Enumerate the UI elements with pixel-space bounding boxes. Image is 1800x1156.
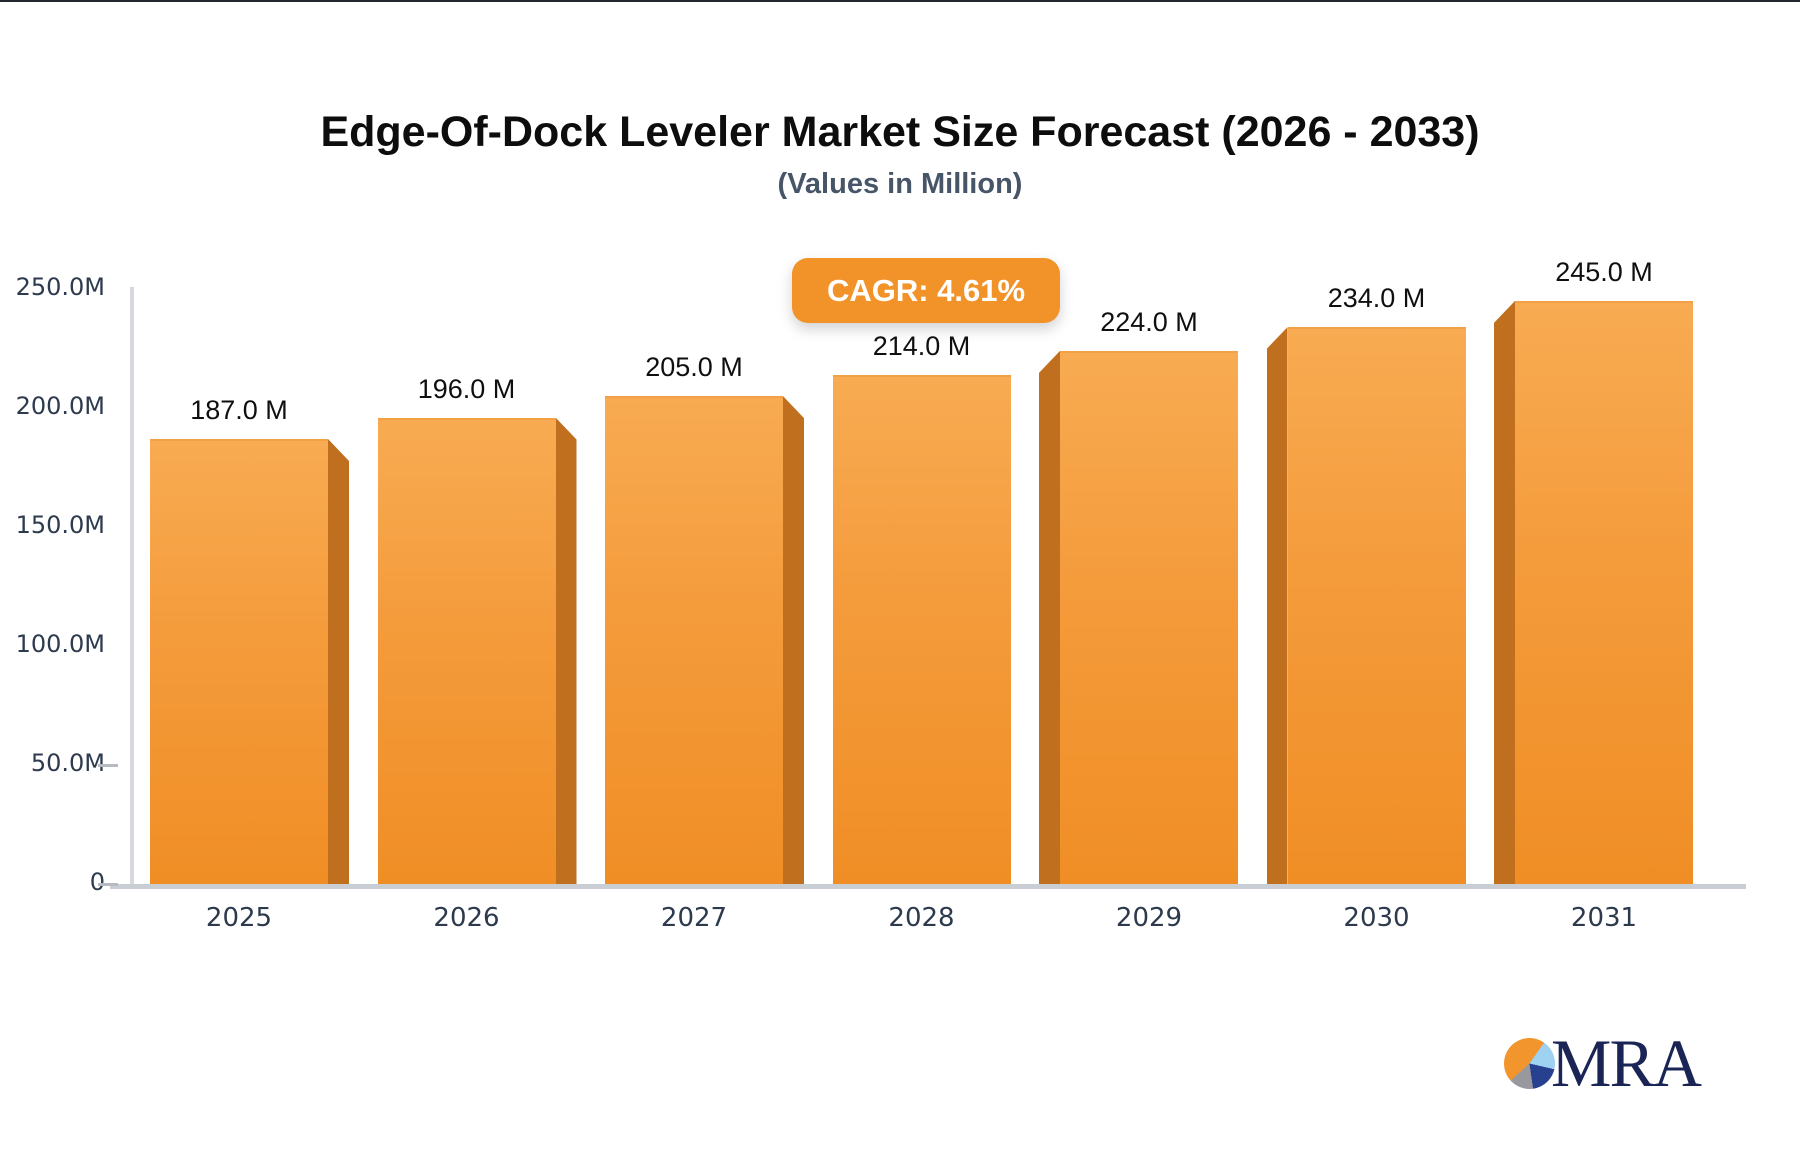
bar-2030 <box>1287 327 1466 884</box>
cagr-badge-label: CAGR: 4.61% <box>826 272 1026 308</box>
chart-title: Edge-Of-Dock Leveler Market Size Forecas… <box>320 108 1480 156</box>
bar-value-label-2025: 187.0 M <box>190 394 288 425</box>
bar-side-2026 <box>555 417 577 884</box>
bar-side-2025 <box>328 438 349 884</box>
bar-side-2029 <box>1039 350 1060 884</box>
x-tick-label-2029: 2029 <box>1115 903 1183 933</box>
y-tick-mark-0 <box>98 883 118 886</box>
cagr-badge: CAGR: 4.61% <box>792 258 1060 323</box>
pie-chart-logo-icon <box>1504 1038 1555 1089</box>
y-tick-mark-50 <box>98 764 118 767</box>
bar-value-label-2028: 214.0 M <box>872 330 971 361</box>
bar-2027 <box>605 396 783 884</box>
x-tick-label-2025: 2025 <box>205 903 273 933</box>
bar-2029 <box>1060 350 1238 884</box>
bar-2031 <box>1515 300 1693 884</box>
x-tick-label-2026: 2026 <box>433 903 500 933</box>
bar-side-2031 <box>1494 300 1515 884</box>
mra-logo: MRA <box>1504 1025 1702 1101</box>
bar-value-label-2027: 205.0 M <box>645 352 743 383</box>
bar-value-label-2026: 196.0 M <box>417 373 516 404</box>
bar-2025 <box>150 438 328 884</box>
bar-value-label-2029: 224.0 M <box>1100 306 1198 337</box>
y-axis-line <box>130 287 134 886</box>
x-tick-label-2030: 2030 <box>1343 903 1410 933</box>
bar-2026 <box>377 417 556 884</box>
y-tick-label-250: 250.0M <box>15 273 105 301</box>
y-tick-label-0: 0 <box>89 868 105 896</box>
bar-side-2030 <box>1266 327 1288 884</box>
x-tick-label-2028: 2028 <box>888 903 955 933</box>
x-axis-line <box>110 884 1746 889</box>
y-tick-label-100: 100.0M <box>15 630 105 658</box>
bar-value-label-2030: 234.0 M <box>1327 283 1426 314</box>
y-tick-label-150: 150.0M <box>15 511 105 539</box>
chart-subtitle: (Values in Million) <box>777 168 1023 200</box>
bar-side-2027 <box>783 396 804 884</box>
x-tick-label-2031: 2031 <box>1570 903 1638 933</box>
logo-text: MRA <box>1551 1025 1702 1101</box>
bar-2028 <box>832 374 1011 884</box>
window-top-border <box>0 0 1800 2</box>
x-tick-label-2027: 2027 <box>660 903 728 933</box>
y-tick-label-50: 50.0M <box>30 749 105 777</box>
bar-value-label-2031: 245.0 M <box>1555 256 1653 287</box>
y-tick-label-200: 200.0M <box>15 392 105 420</box>
